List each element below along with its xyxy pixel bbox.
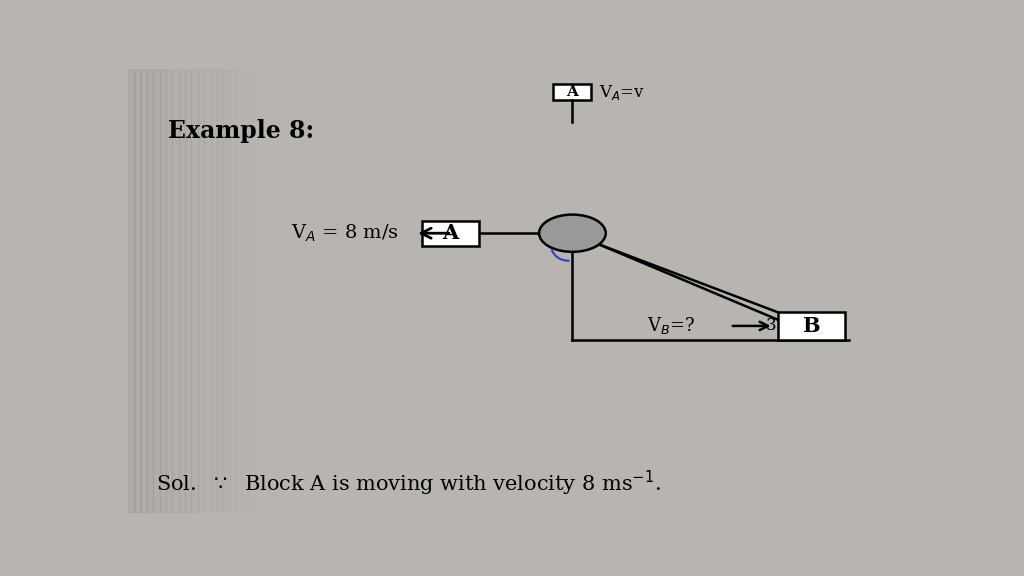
Text: V$_A$=v: V$_A$=v	[599, 83, 645, 102]
Bar	[179, 69, 185, 513]
Bar	[204, 69, 211, 513]
Bar	[198, 69, 204, 513]
Bar	[147, 69, 154, 513]
Circle shape	[539, 215, 606, 252]
Text: V$_B$=?: V$_B$=?	[646, 316, 695, 336]
Bar	[185, 69, 191, 513]
FancyBboxPatch shape	[422, 221, 479, 245]
Bar	[236, 69, 243, 513]
Text: B: B	[803, 316, 820, 336]
Text: V$_A$ = 8 m/s: V$_A$ = 8 m/s	[291, 222, 398, 244]
Bar	[134, 69, 140, 513]
Text: 37°: 37°	[766, 317, 796, 334]
Bar	[217, 69, 223, 513]
Bar	[249, 69, 255, 513]
Bar	[172, 69, 179, 513]
Bar	[154, 69, 160, 513]
Bar	[229, 69, 236, 513]
Text: A: A	[442, 223, 459, 243]
FancyBboxPatch shape	[553, 84, 591, 100]
Bar	[191, 69, 198, 513]
Bar	[211, 69, 217, 513]
Bar	[160, 69, 166, 513]
Bar	[166, 69, 172, 513]
Text: Sol.  $\because$  Block A is moving with velocity 8 ms$^{-1}$.: Sol. $\because$ Block A is moving with v…	[156, 469, 660, 498]
Bar	[140, 69, 147, 513]
FancyBboxPatch shape	[777, 312, 845, 340]
Bar	[128, 69, 134, 513]
Text: A: A	[565, 85, 578, 99]
Bar	[243, 69, 249, 513]
Text: Example 8:: Example 8:	[168, 119, 313, 143]
Bar	[223, 69, 229, 513]
